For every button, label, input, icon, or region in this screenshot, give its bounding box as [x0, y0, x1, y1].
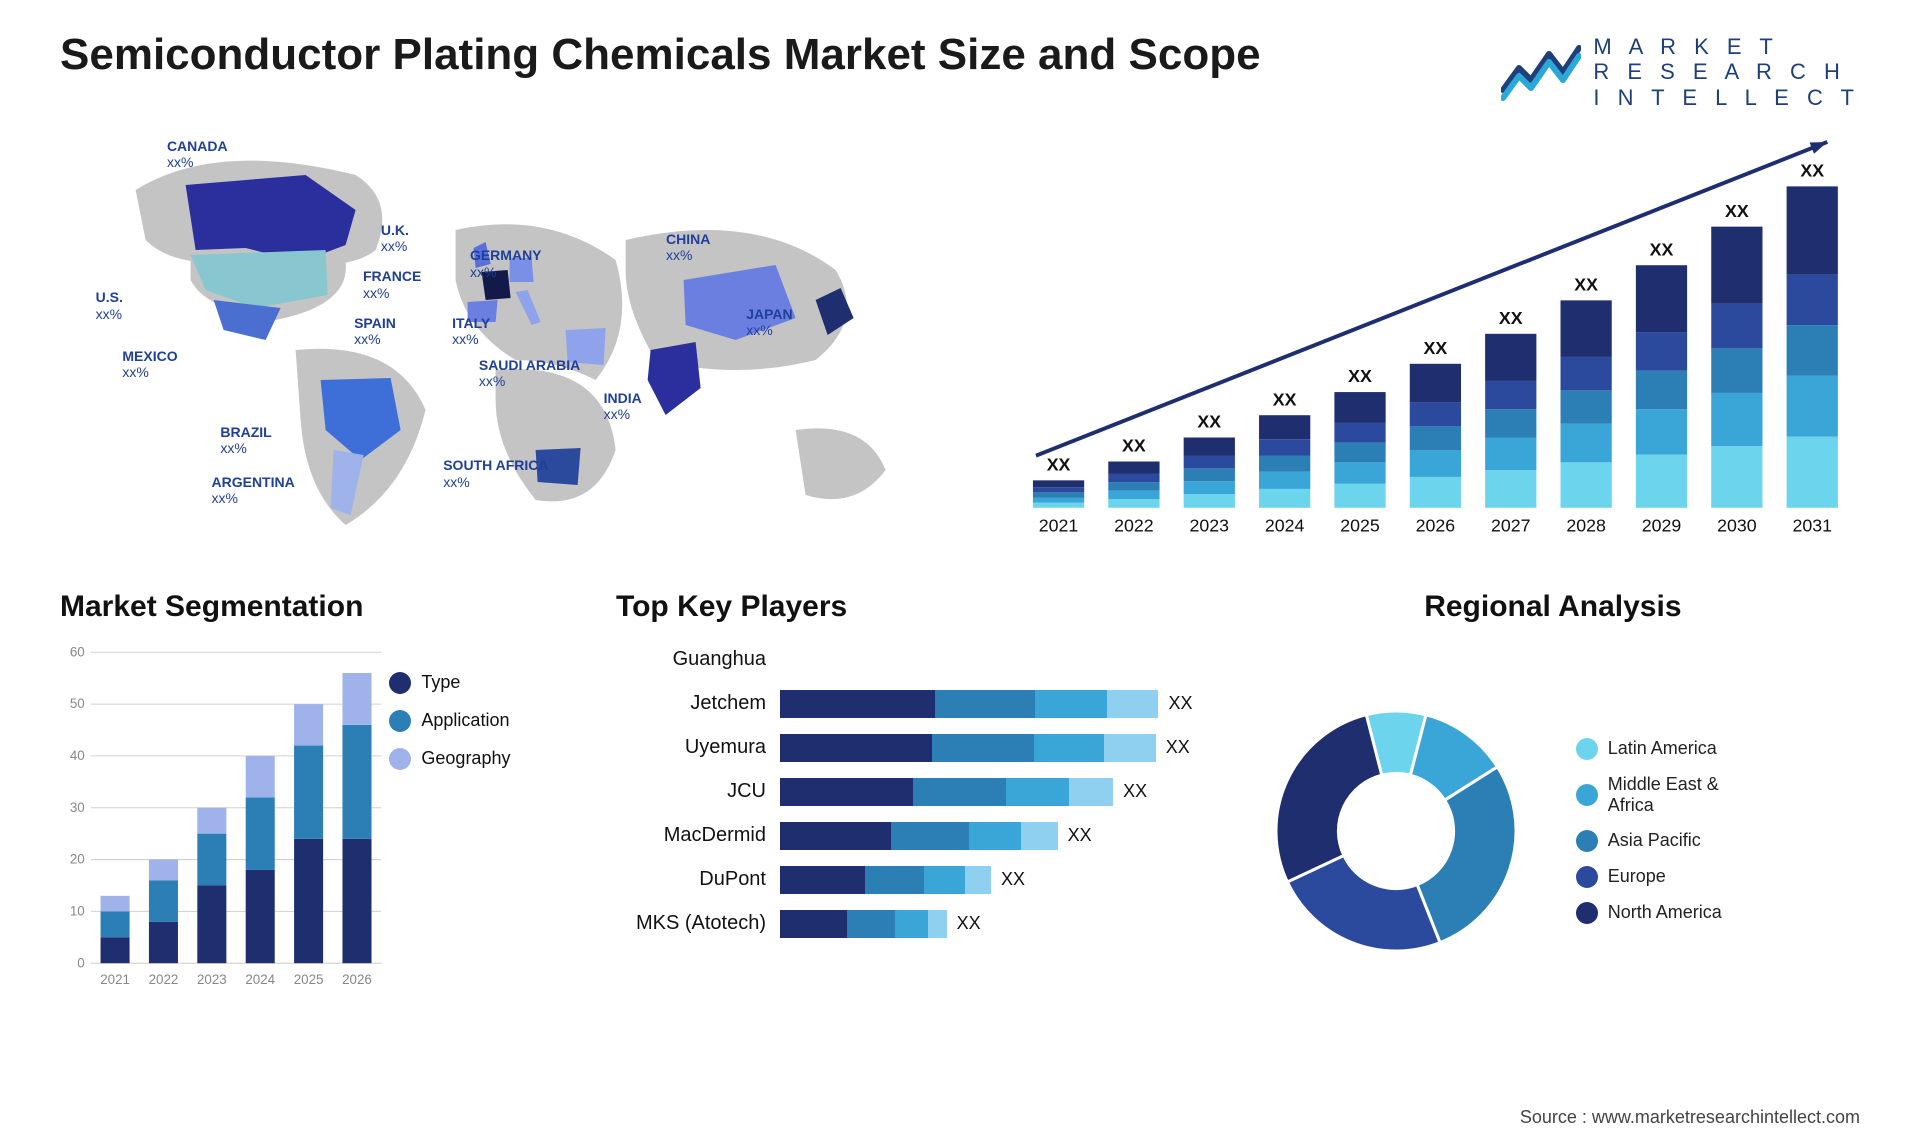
map-label-brazil: BRAZILxx% — [220, 424, 271, 456]
svg-text:2024: 2024 — [245, 972, 275, 987]
regional-legend: Latin America Middle East & Africa Asia Pa… — [1576, 738, 1768, 924]
svg-text:2025: 2025 — [1340, 515, 1380, 535]
regional-title: Regional Analysis — [1246, 590, 1860, 624]
svg-text:XX: XX — [1499, 308, 1523, 328]
brand-logo: M A R K E T R E S E A R C H I N T E L L … — [1501, 30, 1860, 110]
map-label-canada: CANADAxx% — [167, 138, 228, 170]
player-name: MKS (Atotech) — [616, 912, 766, 935]
svg-text:XX: XX — [1273, 389, 1297, 409]
svg-text:0: 0 — [77, 955, 84, 970]
map-label-france: FRANCExx% — [363, 268, 421, 300]
key-players-panel: Top Key Players Guanghua JetchemXX Uyemura… — [616, 590, 1206, 1020]
logo-line1: M A R K E T — [1593, 34, 1860, 59]
segmentation-panel: Market Segmentation 0 10 20 30 40 50 60 2021 202… — [60, 590, 576, 1020]
svg-text:60: 60 — [70, 644, 85, 659]
player-row-mks-atotech-: MKS (Atotech)XX — [616, 906, 1206, 942]
map-label-u-s-: U.S.xx% — [96, 289, 123, 321]
svg-text:50: 50 — [70, 696, 85, 711]
segmentation-title: Market Segmentation — [60, 590, 576, 624]
svg-text:2023: 2023 — [197, 972, 227, 987]
player-row-uyemura: UyemuraXX — [616, 730, 1206, 766]
regional-panel: Regional Analysis Latin America Middle Ea… — [1246, 590, 1860, 1020]
svg-text:30: 30 — [70, 800, 85, 815]
map-label-germany: GERMANYxx% — [470, 247, 542, 279]
seg-legend-application: Application — [389, 710, 510, 732]
svg-text:XX: XX — [1650, 239, 1674, 259]
regional-legend-middle-east-africa: Middle East & Africa — [1576, 774, 1768, 816]
svg-text:2030: 2030 — [1717, 515, 1757, 535]
map-label-mexico: MEXICOxx% — [122, 348, 177, 380]
regional-legend-europe: Europe — [1576, 866, 1768, 888]
page-title: Semiconductor Plating Chemicals Market S… — [60, 30, 1261, 80]
svg-text:2022: 2022 — [149, 972, 179, 987]
svg-text:20: 20 — [70, 852, 85, 867]
player-name: DuPont — [616, 868, 766, 891]
player-name: Guanghua — [616, 648, 766, 671]
svg-text:2022: 2022 — [1114, 515, 1154, 535]
map-label-spain: SPAINxx% — [354, 315, 396, 347]
svg-text:2028: 2028 — [1567, 515, 1607, 535]
map-label-italy: ITALYxx% — [452, 315, 490, 347]
map-label-argentina: ARGENTINAxx% — [212, 474, 295, 506]
logo-line2: R E S E A R C H — [1593, 59, 1860, 84]
segmentation-legend: Type Application Geography — [389, 642, 510, 992]
player-row-macdermid: MacDermidXX — [616, 818, 1206, 854]
donut-slice-north-america — [1276, 715, 1382, 882]
svg-text:2029: 2029 — [1642, 515, 1682, 535]
svg-text:40: 40 — [70, 748, 85, 763]
world-map: CANADAxx% U.S.xx% MEXICOxx% BRAZILxx% ARGENT… — [60, 130, 951, 550]
svg-text:XX: XX — [1424, 338, 1448, 358]
svg-text:2026: 2026 — [1416, 515, 1456, 535]
regional-legend-latin-america: Latin America — [1576, 738, 1768, 760]
svg-text:2023: 2023 — [1190, 515, 1230, 535]
svg-text:2021: 2021 — [1039, 515, 1079, 535]
svg-text:XX: XX — [1725, 201, 1749, 221]
player-name: MacDermid — [616, 824, 766, 847]
player-name: Jetchem — [616, 692, 766, 715]
regional-legend-north-america: North America — [1576, 902, 1768, 924]
svg-text:2021: 2021 — [100, 972, 130, 987]
header: Semiconductor Plating Chemicals Market S… — [60, 30, 1860, 110]
svg-text:2024: 2024 — [1265, 515, 1305, 535]
donut-slice-asia-pacific — [1417, 767, 1516, 943]
regional-donut — [1246, 681, 1546, 981]
growth-chart: XX 2021 XX 2022 XX 2023 XX 2024 XX 2025 XX 2026 XX 20… — [1011, 130, 1860, 550]
player-row-jcu: JCUXX — [616, 774, 1206, 810]
svg-text:2027: 2027 — [1491, 515, 1531, 535]
player-row-guanghua: Guanghua — [616, 642, 1206, 678]
map-label-japan: JAPANxx% — [746, 306, 792, 338]
player-name: Uyemura — [616, 736, 766, 759]
svg-text:XX: XX — [1198, 412, 1222, 432]
svg-text:XX: XX — [1348, 366, 1372, 386]
key-players-title: Top Key Players — [616, 590, 1206, 624]
seg-legend-geography: Geography — [389, 748, 510, 770]
footer-source: Source : www.marketresearchintellect.com — [1520, 1107, 1860, 1128]
segmentation-chart: 0 10 20 30 40 50 60 2021 2022 2023 2024 2025 2026 — [60, 642, 389, 992]
logo-line3: I N T E L L E C T — [1593, 85, 1860, 110]
player-row-dupont: DuPontXX — [616, 862, 1206, 898]
map-region-india — [648, 342, 701, 415]
logo-mark-icon — [1501, 40, 1581, 104]
regional-legend-asia-pacific: Asia Pacific — [1576, 830, 1768, 852]
svg-text:2026: 2026 — [342, 972, 372, 987]
svg-text:2025: 2025 — [294, 972, 324, 987]
svg-text:XX: XX — [1801, 160, 1825, 180]
map-label-saudi-arabia: SAUDI ARABIAxx% — [479, 357, 580, 389]
svg-text:2031: 2031 — [1793, 515, 1833, 535]
svg-text:10: 10 — [70, 903, 85, 918]
map-label-china: CHINAxx% — [666, 231, 710, 263]
map-label-south-africa: SOUTH AFRICAxx% — [443, 457, 548, 489]
map-label-u-k-: U.K.xx% — [381, 222, 409, 254]
svg-text:XX: XX — [1047, 454, 1071, 474]
seg-legend-type: Type — [389, 672, 510, 694]
map-label-india: INDIAxx% — [604, 390, 642, 422]
svg-text:XX: XX — [1575, 274, 1599, 294]
player-row-jetchem: JetchemXX — [616, 686, 1206, 722]
svg-text:XX: XX — [1122, 436, 1146, 456]
player-name: JCU — [616, 780, 766, 803]
